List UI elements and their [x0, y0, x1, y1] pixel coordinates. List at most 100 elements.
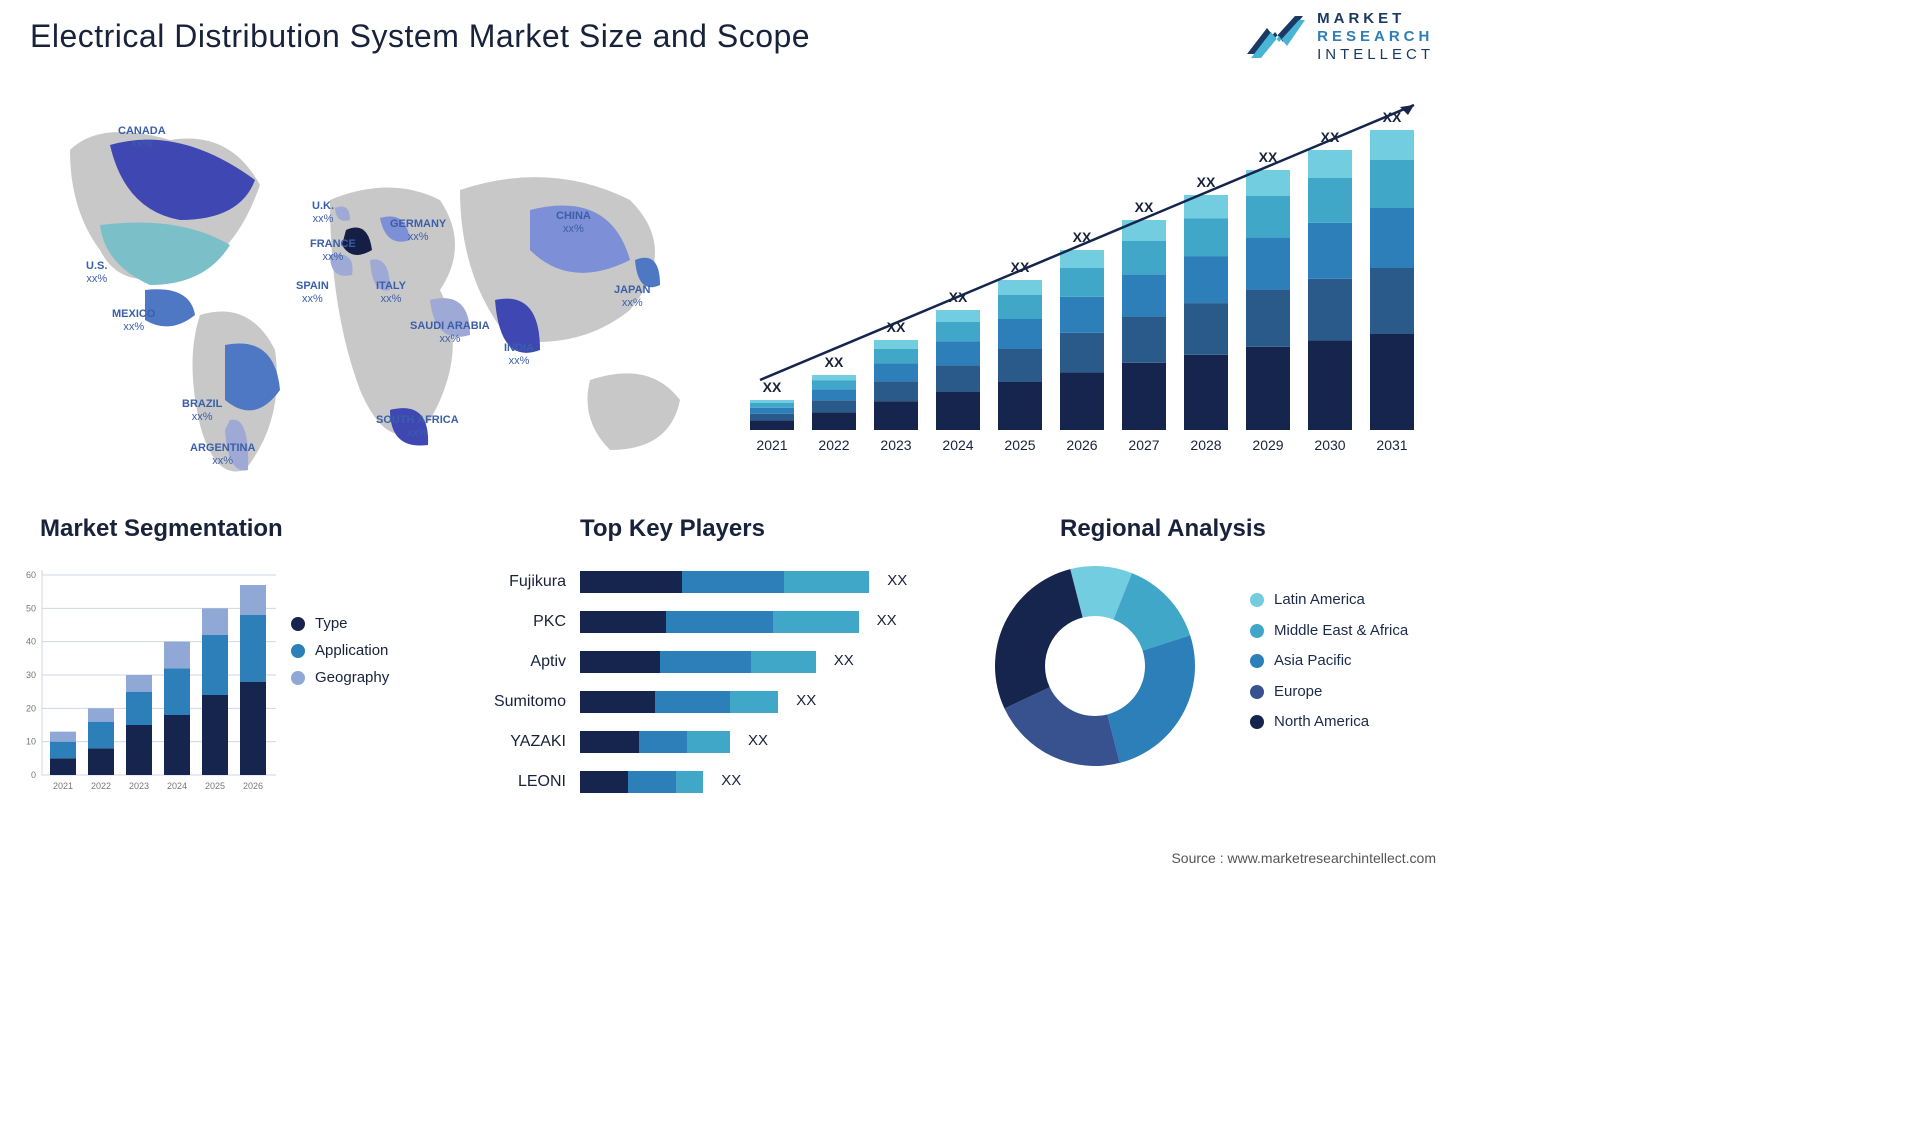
regional-chart: Latin America Middle East & Africa Asia Pa… [980, 548, 1450, 848]
svg-text:XX: XX [1135, 199, 1154, 215]
map-label-saudiarabia: SAUDI ARABIAxx% [410, 320, 490, 345]
kp-name: PKC [470, 613, 580, 631]
svg-text:2021: 2021 [756, 437, 787, 453]
kp-bar-seg [580, 691, 655, 713]
logo-swoosh-icon [1245, 14, 1305, 60]
map-label-germany: GERMANYxx% [390, 218, 446, 243]
svg-text:0: 0 [31, 770, 36, 780]
map-label-italy: ITALYxx% [376, 280, 406, 305]
kp-row: Fujikura XX [470, 564, 950, 600]
key-players-chart: Fujikura XX PKC XX Aptiv XX Sumitomo XX YAZAKI XX… [470, 560, 950, 850]
map-label-canada: CANADAxx% [118, 125, 166, 150]
map-label-china: CHINAxx% [556, 210, 591, 235]
map-label-japan: JAPANxx% [614, 284, 650, 309]
map-label-brazil: BRAZILxx% [182, 398, 222, 423]
kp-value: XX [887, 572, 917, 589]
svg-text:2030: 2030 [1314, 437, 1345, 453]
regional-legend: Latin America Middle East & Africa Asia Pa… [1250, 578, 1408, 745]
kp-name: Aptiv [470, 653, 580, 671]
kp-bar-seg [676, 771, 703, 793]
source-line: Source : www.marketresearchintellect.com [1171, 850, 1436, 866]
kp-value: XX [721, 772, 751, 789]
brand-logo: MARKET RESEARCH INTELLECT [1245, 10, 1434, 64]
svg-text:30: 30 [26, 670, 36, 680]
seg-legend-item: Geography [291, 669, 389, 686]
kp-bar-seg [687, 731, 730, 753]
kp-bar-seg [773, 611, 859, 633]
map-label-india: INDIAxx% [504, 342, 534, 367]
svg-text:50: 50 [26, 603, 36, 613]
kp-bar-seg [730, 691, 778, 713]
regional-legend-item: Asia Pacific [1250, 653, 1408, 670]
regional-legend-item: Middle East & Africa [1250, 623, 1408, 640]
kp-row: Sumitomo XX [470, 684, 950, 720]
kp-row: YAZAKI XX [470, 724, 950, 760]
svg-text:2024: 2024 [167, 781, 187, 791]
map-label-spain: SPAINxx% [296, 280, 329, 305]
svg-text:2026: 2026 [243, 781, 263, 791]
kp-bar-seg [580, 611, 666, 633]
svg-text:2021: 2021 [53, 781, 73, 791]
kp-row: PKC XX [470, 604, 950, 640]
kp-value: XX [834, 652, 864, 669]
kp-name: Fujikura [470, 573, 580, 591]
segmentation-title: Market Segmentation [40, 515, 283, 543]
kp-value: XX [748, 732, 778, 749]
kp-name: YAZAKI [470, 733, 580, 751]
svg-text:2025: 2025 [1004, 437, 1035, 453]
regional-legend-item: Europe [1250, 684, 1408, 701]
kp-value: XX [877, 612, 907, 629]
key-players-title: Top Key Players [580, 515, 765, 543]
map-label-us: U.S.xx% [86, 260, 107, 285]
kp-bar-seg [628, 771, 676, 793]
logo-line2: RESEARCH [1317, 28, 1434, 46]
map-label-argentina: ARGENTINAxx% [190, 442, 255, 467]
map-label-france: FRANCExx% [310, 238, 356, 263]
page-title: Electrical Distribution System Market Si… [30, 18, 810, 55]
svg-text:2024: 2024 [942, 437, 973, 453]
kp-bar-seg [580, 571, 682, 593]
seg-legend-item: Application [291, 642, 389, 659]
kp-bar-seg [682, 571, 784, 593]
world-map: CANADAxx% U.S.xx% MEXICOxx% BRAZILxx% ARGENT… [30, 90, 710, 490]
kp-bar-seg [580, 651, 660, 673]
seg-legend-item: Type [291, 615, 389, 632]
segmentation-legend: Type Application Geography [291, 605, 389, 696]
svg-text:XX: XX [763, 379, 782, 395]
kp-bar-seg [660, 651, 751, 673]
kp-bar-seg [784, 571, 870, 593]
kp-row: Aptiv XX [470, 644, 950, 680]
svg-text:40: 40 [26, 637, 36, 647]
kp-bar-seg [580, 731, 639, 753]
svg-text:2026: 2026 [1066, 437, 1097, 453]
svg-text:2023: 2023 [129, 781, 149, 791]
kp-bar-seg [639, 731, 687, 753]
kp-bar-seg [666, 611, 773, 633]
svg-text:2022: 2022 [818, 437, 849, 453]
regional-legend-item: North America [1250, 714, 1408, 731]
kp-row: LEONI XX [470, 764, 950, 800]
map-label-southafrica: SOUTH AFRICAxx% [376, 414, 459, 439]
main-forecast-chart: XX2021XX2022XX2023XX2024XX2025XX2026XX20… [730, 100, 1430, 470]
svg-text:10: 10 [26, 737, 36, 747]
svg-text:XX: XX [1197, 174, 1216, 190]
logo-line3: INTELLECT [1317, 46, 1434, 64]
kp-bar-seg [751, 651, 815, 673]
svg-text:2028: 2028 [1190, 437, 1221, 453]
map-label-mexico: MEXICOxx% [112, 308, 155, 333]
svg-text:2031: 2031 [1376, 437, 1407, 453]
kp-name: Sumitomo [470, 693, 580, 711]
svg-text:2027: 2027 [1128, 437, 1159, 453]
segmentation-chart: 0102030405060202120222023202420252026 Ty… [16, 555, 416, 840]
svg-text:XX: XX [825, 354, 844, 370]
svg-text:2029: 2029 [1252, 437, 1283, 453]
regional-legend-item: Latin America [1250, 592, 1408, 609]
svg-text:2023: 2023 [880, 437, 911, 453]
svg-text:20: 20 [26, 703, 36, 713]
svg-text:60: 60 [26, 570, 36, 580]
kp-value: XX [796, 692, 826, 709]
kp-name: LEONI [470, 773, 580, 791]
map-label-uk: U.K.xx% [312, 200, 334, 225]
regional-title: Regional Analysis [1060, 515, 1266, 543]
svg-text:2025: 2025 [205, 781, 225, 791]
